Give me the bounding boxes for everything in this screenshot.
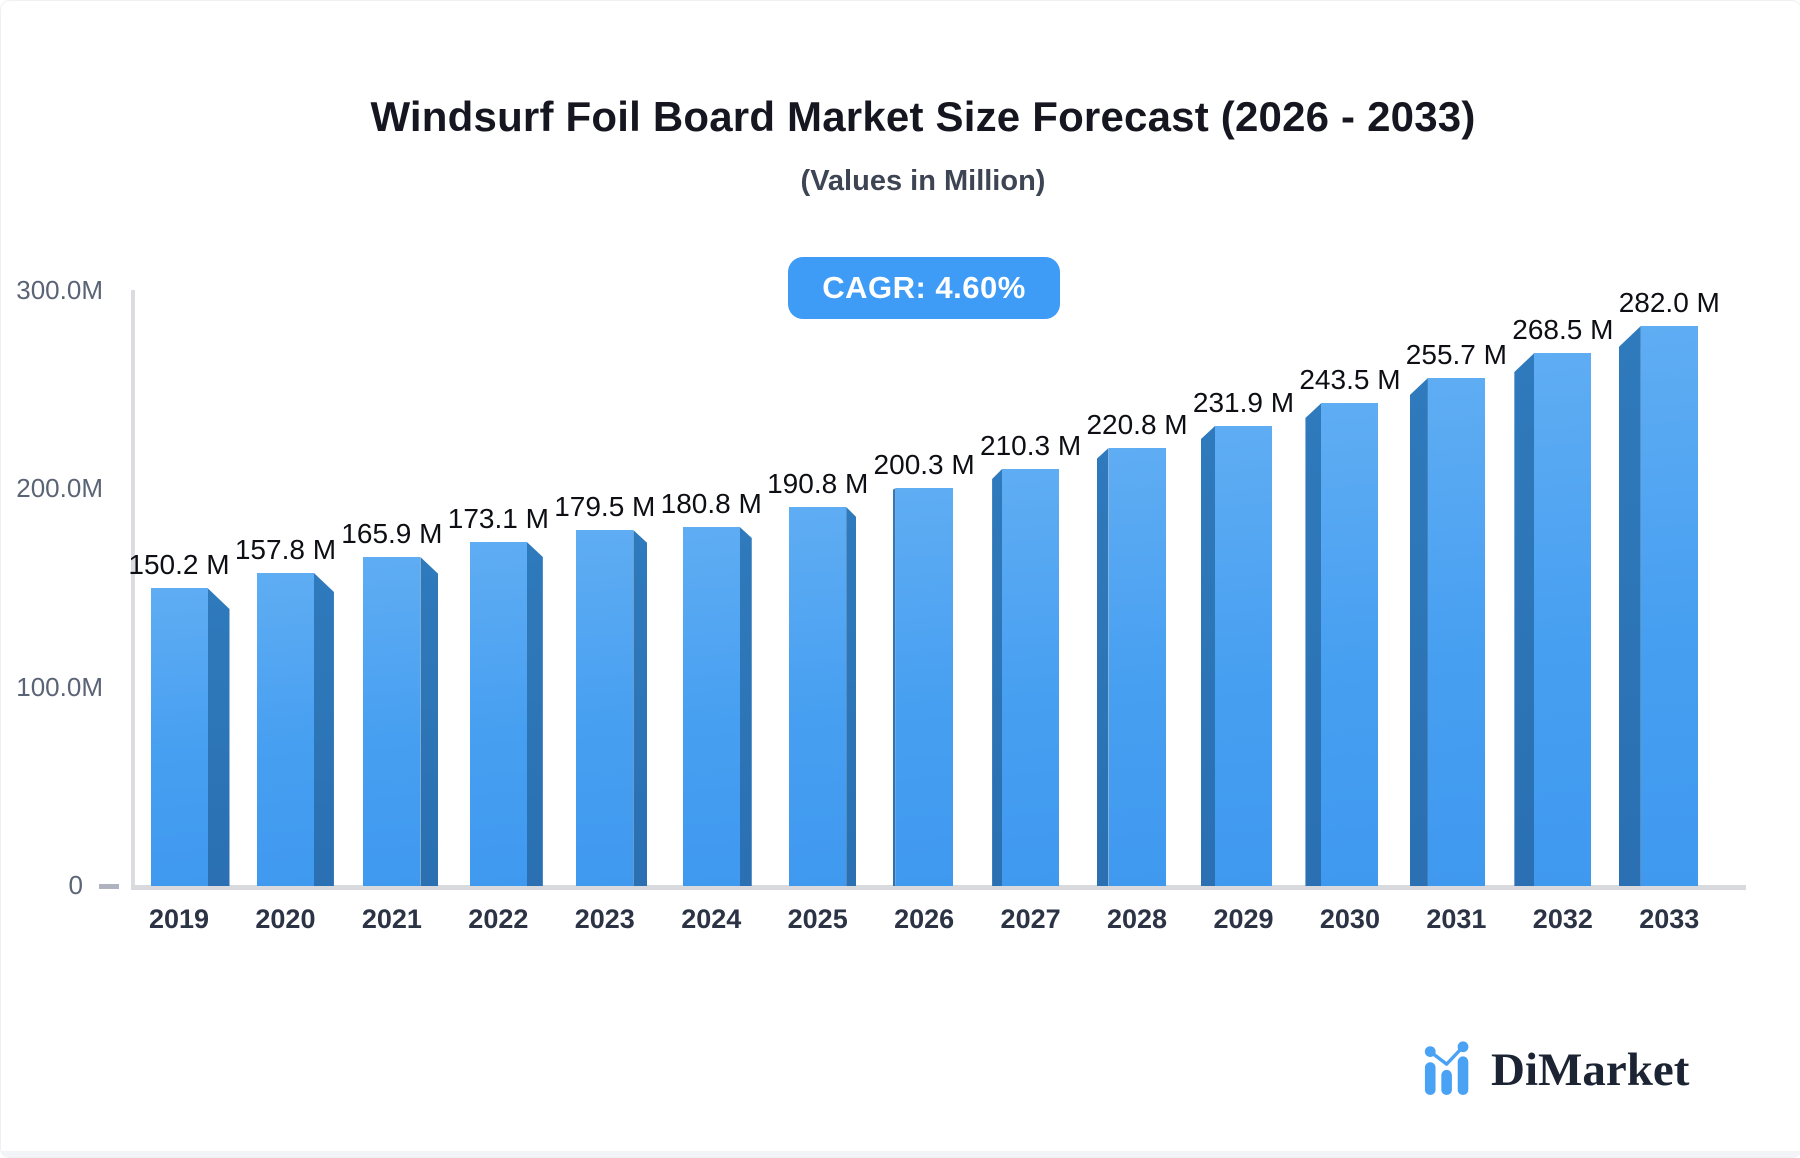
x-tick-label-2020: 2020: [255, 904, 316, 934]
bar-value-label-2033: 282.0 M: [1618, 287, 1720, 318]
y-tick-label-100: 100.0M: [16, 671, 103, 702]
bar-2024-side-face: [739, 527, 752, 886]
bar-2031: [1427, 378, 1485, 886]
x-tick-label-2021: 2021: [361, 904, 422, 934]
x-tick-label-2028: 2028: [1107, 904, 1168, 934]
bar-2023-side-face: [633, 530, 648, 886]
bar-2028: [1108, 448, 1166, 886]
y-tick-label-300: 300.0M: [16, 274, 103, 305]
bar-2025-side-face: [846, 507, 857, 886]
x-tick-label-2032: 2032: [1532, 904, 1593, 934]
bar-2020-side-face: [313, 573, 334, 886]
bar-2027-side-face: [992, 469, 1003, 886]
y-tick-label-200: 200.0M: [16, 473, 103, 503]
x-tick-label-2025: 2025: [787, 904, 848, 934]
bar-value-label-2024: 180.8 M: [660, 488, 762, 519]
bar-2019-side-face: [207, 588, 230, 886]
bar-2025: [789, 507, 847, 886]
bottom-edge-strip: [1, 1151, 1800, 1157]
bar-2019: [150, 588, 208, 886]
chart-subtitle: (Values in Million): [800, 165, 1046, 197]
bar-value-label-2032: 268.5 M: [1512, 314, 1614, 345]
bar-2026-side-face: [892, 488, 896, 886]
bar-value-label-2020: 157.8 M: [234, 534, 337, 565]
bar-value-label-2019: 150.2 M: [128, 549, 230, 580]
bar-value-label-2023: 179.5 M: [554, 491, 656, 522]
x-tick-label-2024: 2024: [681, 904, 742, 934]
x-tick-label-2033: 2033: [1639, 904, 1700, 934]
x-tick-label-2030: 2030: [1319, 904, 1380, 934]
bar-2023: [576, 530, 634, 886]
bar-value-label-2026: 200.3 M: [873, 449, 975, 480]
y-axis-line: [131, 290, 135, 887]
dimarket-logo-icon: [1424, 1041, 1469, 1095]
bar-2021-side-face: [420, 557, 439, 886]
brand-logo: DiMarket: [1421, 1041, 1689, 1095]
bar-2022-side-face: [526, 542, 543, 886]
bar-2033: [1640, 326, 1698, 886]
zero-tick-mark: [99, 884, 119, 889]
x-tick-label-2031: 2031: [1426, 904, 1487, 934]
x-tick-label-2022: 2022: [468, 904, 529, 934]
cagr-badge: CAGR: 4.60%: [788, 257, 1060, 319]
bar-value-label-2022: 173.1 M: [447, 503, 549, 534]
x-axis-line: [131, 885, 1746, 890]
x-tick-label-2029: 2029: [1213, 904, 1274, 934]
bar-value-label-2031: 255.7 M: [1405, 339, 1507, 370]
bar-2024: [682, 527, 740, 886]
bar-value-label-2025: 190.8 M: [767, 468, 869, 499]
y-tick-label-0: 0: [68, 870, 83, 900]
bar-2022: [469, 542, 527, 886]
bar-2029: [1215, 426, 1272, 886]
x-tick-label-2023: 2023: [574, 904, 635, 934]
bar-2031-side-face: [1409, 378, 1428, 886]
bar-value-label-2028: 220.8 M: [1086, 409, 1188, 440]
x-tick-label-2026: 2026: [894, 904, 955, 934]
x-tick-label-2019: 2019: [148, 904, 210, 934]
bar-2032: [1534, 353, 1592, 886]
bar-2032-side-face: [1514, 353, 1535, 886]
bar-value-label-2029: 231.9 M: [1192, 387, 1295, 418]
bar-value-label-2030: 243.5 M: [1299, 364, 1401, 395]
bar-2028-side-face: [1096, 448, 1109, 886]
bar-2027: [1002, 469, 1060, 886]
bar-2021: [363, 557, 421, 886]
chart-title: Windsurf Foil Board Market Size Forecast…: [370, 93, 1476, 140]
bar-2026: [895, 488, 953, 886]
bar-2030: [1321, 403, 1379, 886]
bar-2029-side-face: [1201, 426, 1215, 886]
bar-value-label-2027: 210.3 M: [980, 430, 1082, 461]
bar-2020: [256, 573, 314, 886]
bar-value-label-2021: 165.9 M: [341, 518, 443, 549]
bar-2033-side-face: [1618, 326, 1641, 886]
x-tick-label-2027: 2027: [1000, 904, 1061, 934]
cagr-badge-label: CAGR: 4.60%: [822, 270, 1026, 305]
brand-logo-text: DiMarket: [1491, 1044, 1690, 1096]
bar-2030-side-face: [1305, 403, 1322, 886]
